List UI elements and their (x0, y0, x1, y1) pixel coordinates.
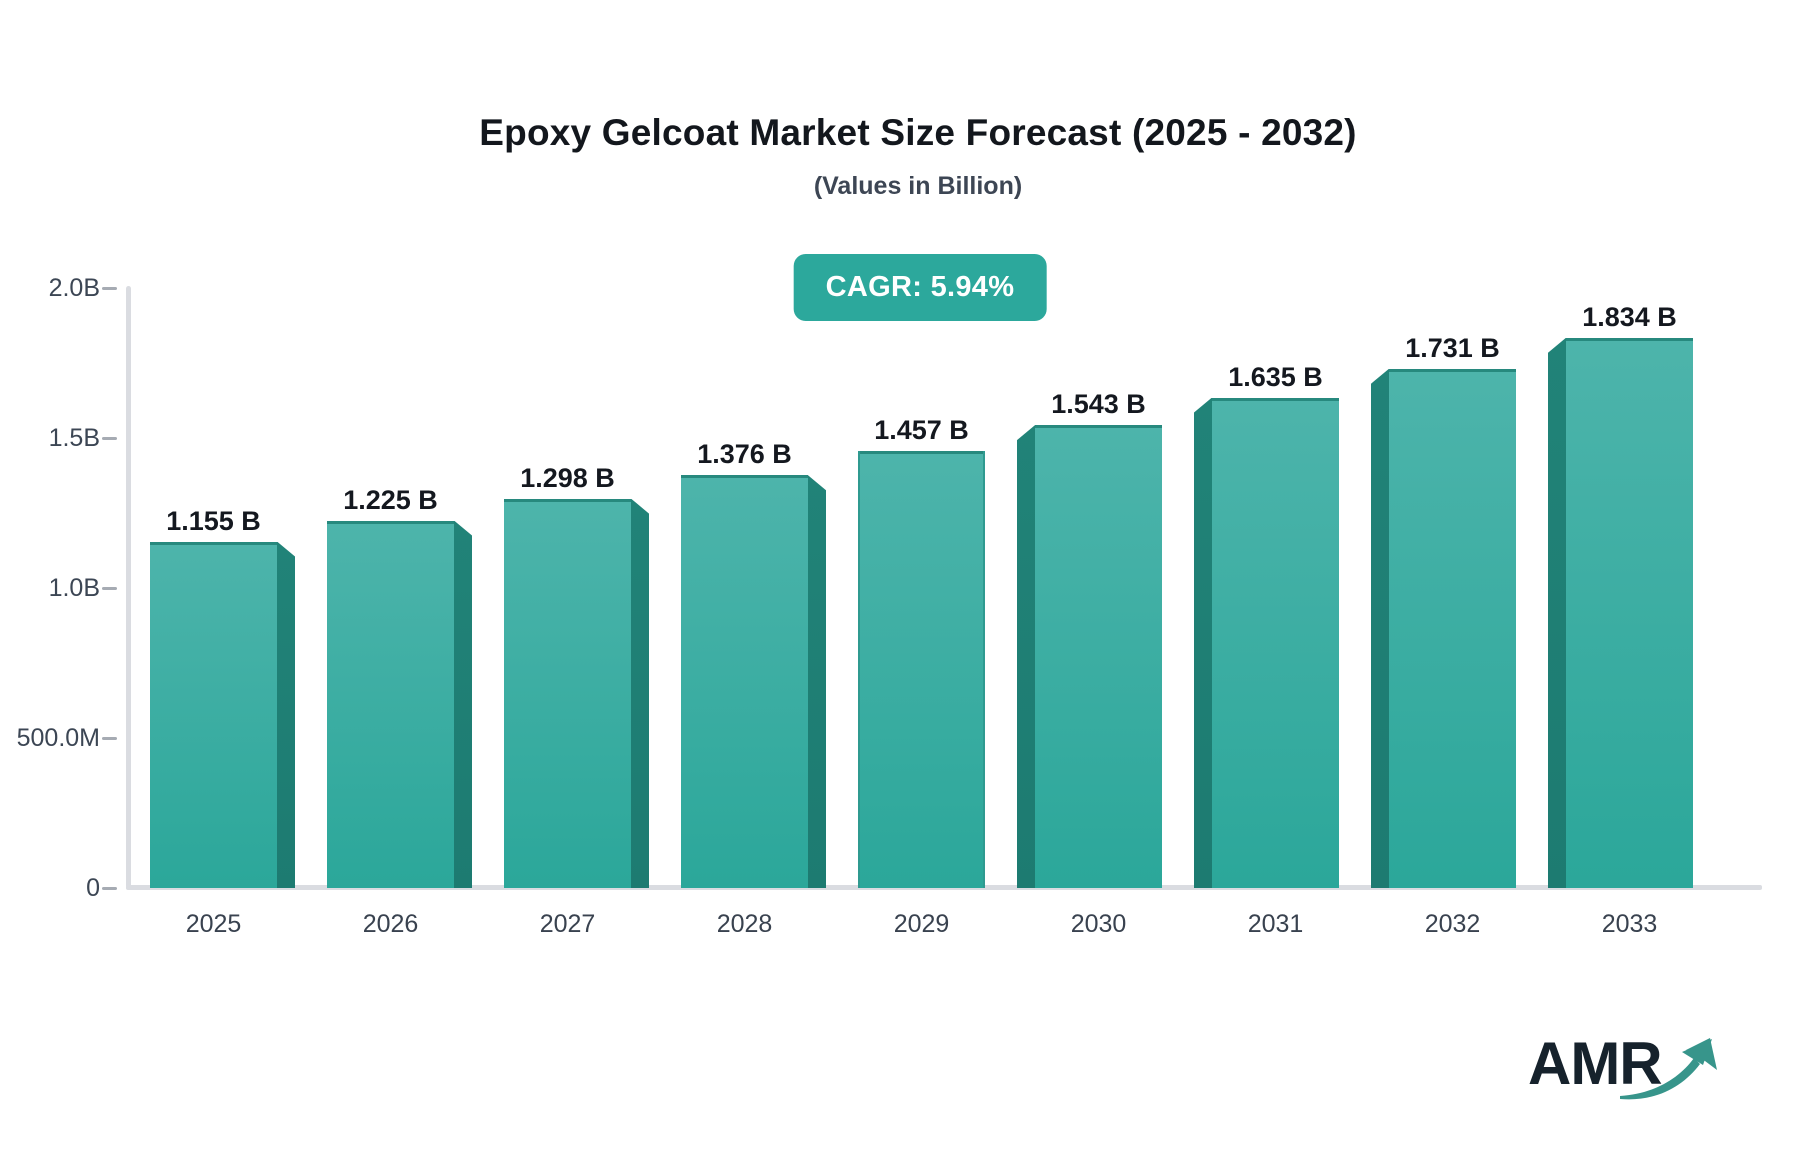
x-axis-label: 2026 (362, 910, 419, 938)
bar-side-facet (1371, 368, 1389, 888)
bar-group[interactable]: 1.298 B (504, 463, 649, 888)
x-axis-label: 2033 (1601, 910, 1658, 938)
y-tick-dash (102, 587, 117, 590)
x-axis-label: 2027 (539, 910, 596, 938)
bar-value-label: 1.155 B (166, 505, 261, 536)
bar-group[interactable]: 1.731 B (1371, 333, 1516, 888)
bar-group[interactable]: 1.155 B (150, 506, 295, 888)
bar-group[interactable]: 1.635 B (1194, 362, 1339, 888)
y-tick-dash (102, 287, 117, 290)
y-tick-dash (102, 737, 117, 740)
y-tick-label: 1.5B (48, 424, 100, 452)
bar-side-facet (808, 475, 826, 888)
y-tick-label: 0 (86, 874, 100, 902)
bar-value-label: 1.376 B (697, 439, 792, 470)
bar-face[interactable] (1212, 397, 1339, 888)
bar-value-label: 1.635 B (1228, 361, 1323, 392)
bar-value-label: 1.298 B (520, 462, 615, 493)
bar-value-label: 1.225 B (343, 484, 438, 515)
x-axis-label: 2031 (1247, 910, 1304, 938)
bar-face[interactable] (150, 541, 277, 888)
amr-logo: AMR (1528, 1034, 1738, 1124)
x-axis-label: 2029 (893, 910, 950, 938)
bar-side-facet (631, 498, 649, 888)
page-subtitle: (Values in Billion) (813, 172, 1023, 200)
bar-side-facet (1548, 337, 1566, 888)
cagr-badge: CAGR: 5.94% (793, 254, 1047, 321)
bar-group[interactable]: 1.225 B (327, 485, 472, 888)
y-tick-label: 500.0M (16, 724, 100, 752)
logo-text: AMR (1528, 1030, 1663, 1097)
bar-side-facet (1194, 397, 1212, 888)
bar-face[interactable] (504, 498, 631, 888)
y-tick-label: 2.0B (48, 274, 100, 302)
bar-group[interactable]: 1.376 B (681, 439, 826, 888)
bar-face[interactable] (327, 520, 454, 888)
bar-group[interactable]: 1.457 B (858, 415, 985, 888)
bar-side-facet (454, 520, 472, 888)
bar-value-label: 1.731 B (1405, 332, 1500, 363)
y-tick-dash (102, 887, 117, 890)
x-axis-label: 2025 (185, 910, 242, 938)
bar-face[interactable] (1389, 368, 1516, 888)
y-axis-line (126, 286, 131, 888)
bar-face[interactable] (681, 475, 808, 888)
page-title: Epoxy Gelcoat Market Size Forecast (2025… (479, 112, 1357, 153)
bar-face[interactable] (1035, 425, 1162, 888)
y-tick-label: 1.0B (48, 574, 100, 602)
bar-side-facet (277, 541, 295, 888)
x-axis-label: 2028 (716, 910, 773, 938)
bar-group[interactable]: 1.834 B (1548, 302, 1693, 888)
y-tick-dash (102, 437, 117, 440)
bar-value-label: 1.834 B (1582, 301, 1677, 332)
bar-face[interactable] (858, 450, 985, 888)
bar-value-label: 1.457 B (874, 414, 969, 445)
growth-arrow-icon (1620, 1038, 1717, 1100)
x-axis-label: 2030 (1070, 910, 1127, 938)
bar-value-label: 1.543 B (1051, 389, 1146, 420)
bar-group[interactable]: 1.543 B (1017, 389, 1162, 888)
bar-side-facet (1017, 425, 1035, 888)
bar-face[interactable] (1566, 337, 1693, 888)
x-axis-label: 2032 (1424, 910, 1481, 938)
